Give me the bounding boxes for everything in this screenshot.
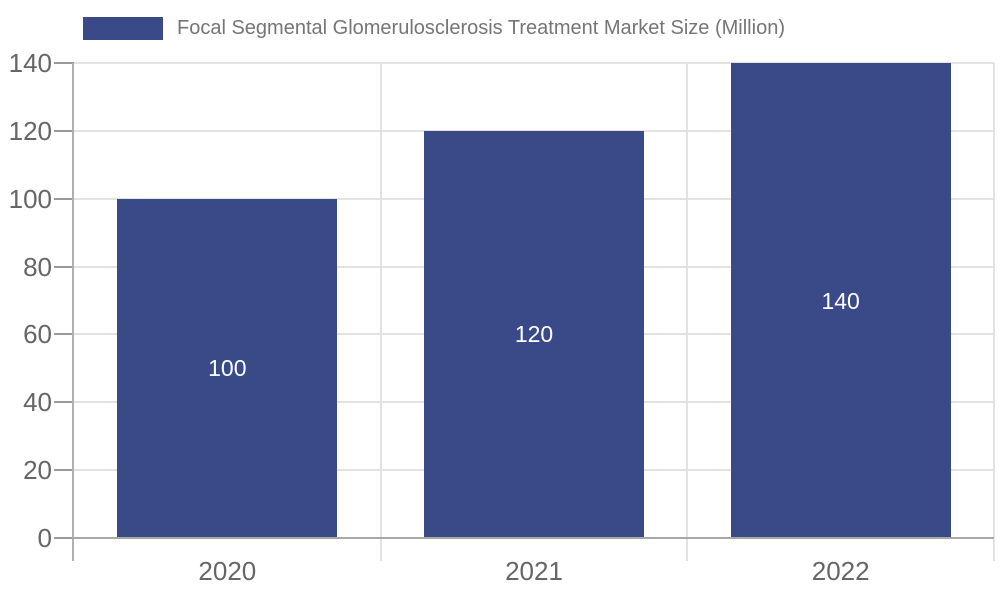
y-axis-spine (72, 63, 74, 540)
x-axis-tick (993, 539, 995, 561)
legend-label: Focal Segmental Glomerulosclerosis Treat… (177, 17, 785, 39)
y-tick-label: 120 (8, 115, 52, 146)
x-axis-line (72, 537, 994, 539)
plot-right-border (993, 63, 995, 538)
y-tick-mark (54, 265, 74, 268)
y-gridline (74, 62, 994, 64)
x-tick-label: 2020 (198, 556, 257, 586)
y-tick-label: 100 (8, 183, 52, 214)
bar[interactable]: 140 (730, 63, 951, 538)
y-tick-label: 20 (23, 455, 52, 486)
x-tick-label: 2022 (811, 556, 870, 586)
x-axis-tick (379, 539, 382, 561)
x-axis-tick (686, 539, 689, 561)
y-tick-mark (54, 469, 74, 472)
bar-value-label: 140 (821, 287, 860, 314)
y-tick-mark (54, 401, 74, 404)
bar-value-label: 100 (208, 355, 247, 382)
legend-swatch (83, 17, 163, 40)
y-tick-label: 80 (23, 251, 52, 282)
y-tick-label: 0 (37, 523, 52, 553)
x-axis-tick (72, 539, 74, 561)
x-tick-label: 2021 (505, 556, 563, 586)
bar[interactable]: 100 (117, 198, 338, 538)
bar[interactable]: 120 (424, 130, 644, 538)
y-tick-mark (54, 129, 74, 132)
y-tick-mark (54, 197, 74, 200)
category-separator (686, 63, 689, 538)
bar-value-label: 120 (514, 321, 554, 348)
category-separator (379, 63, 382, 538)
y-tick-label: 140 (8, 48, 52, 78)
y-tick-label: 60 (23, 319, 52, 350)
legend-item[interactable]: Focal Segmental Glomerulosclerosis Treat… (83, 17, 785, 40)
y-tick-mark (54, 537, 74, 539)
y-tick-mark (54, 333, 74, 336)
y-tick-label: 40 (23, 387, 52, 418)
y-tick-mark (54, 62, 74, 64)
